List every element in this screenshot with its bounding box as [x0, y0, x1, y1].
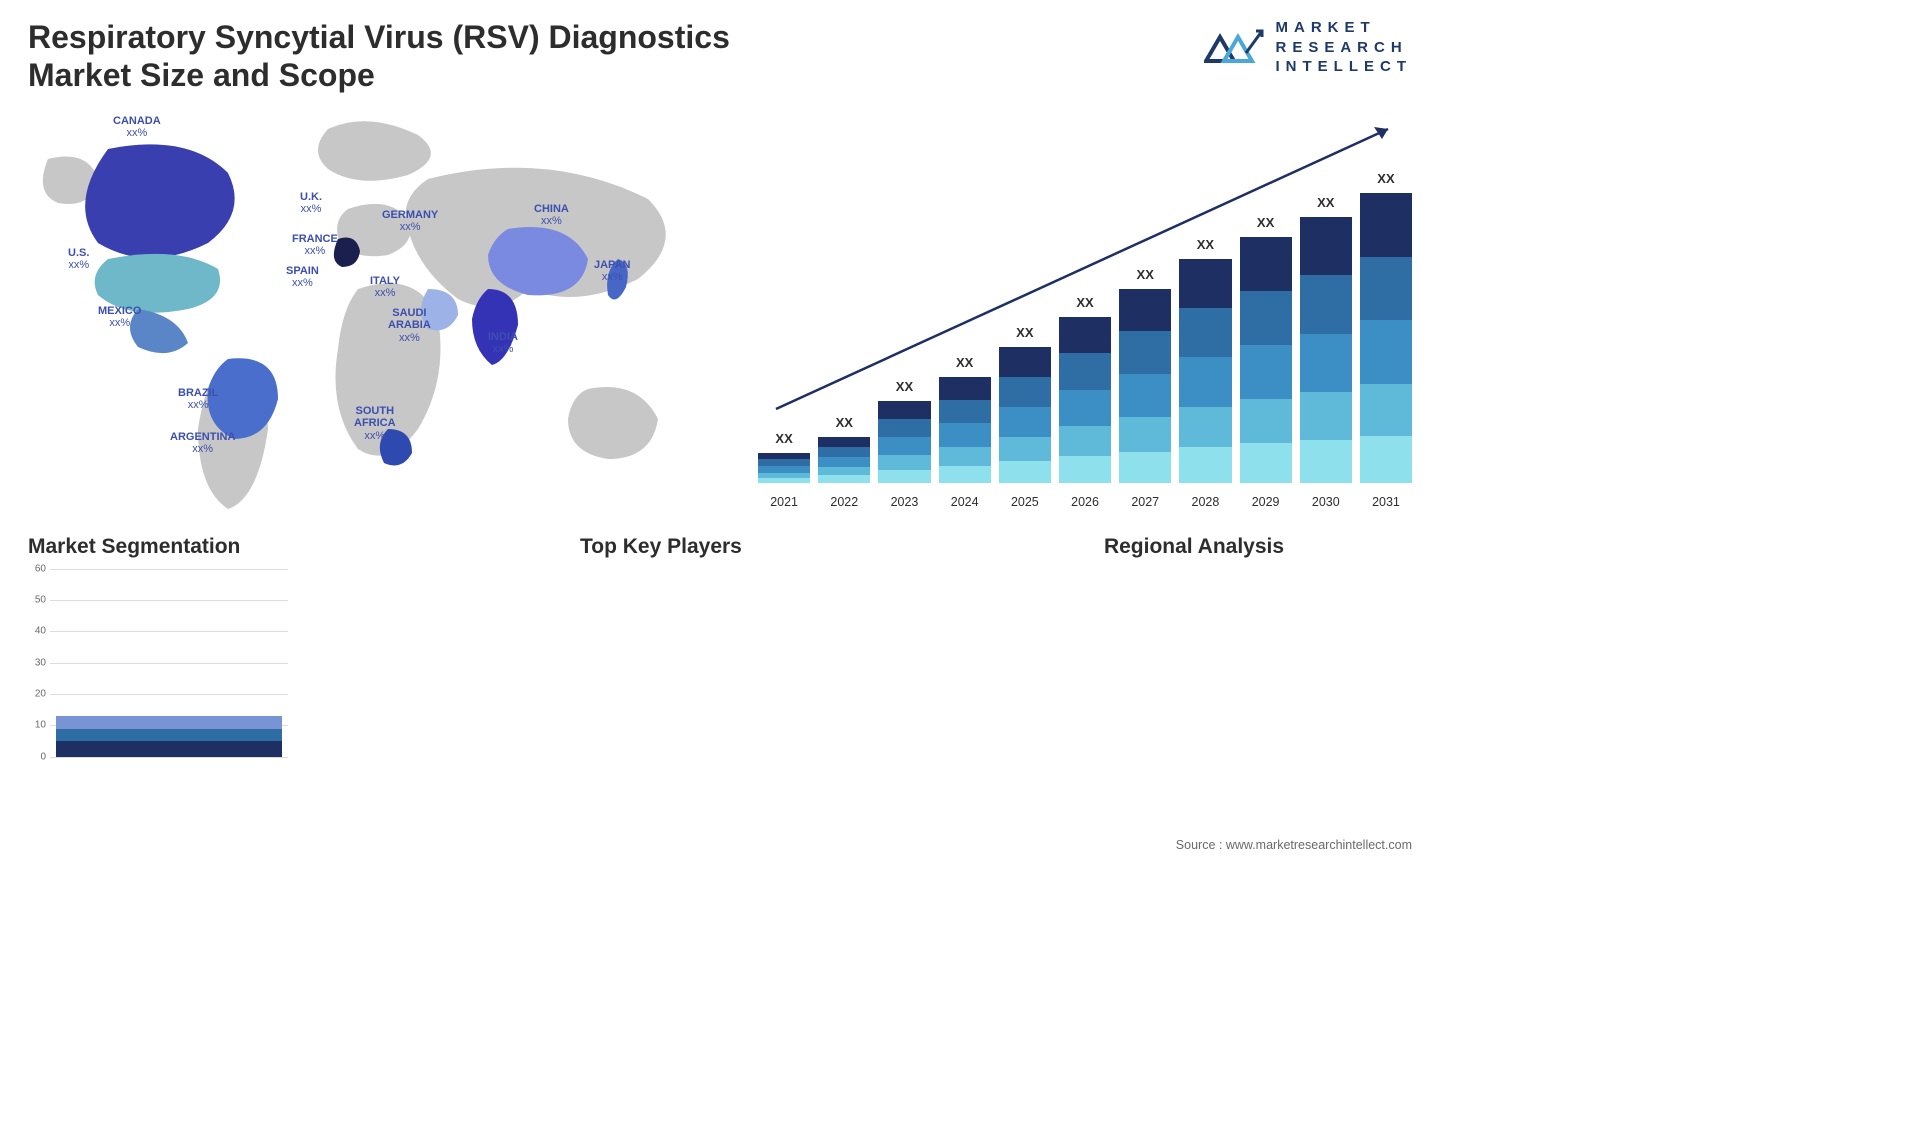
- growth-year-label: 2023: [878, 495, 930, 509]
- players-panel: Top Key Players: [442, 535, 962, 569]
- map-label-spain: SPAINxx%: [286, 265, 319, 290]
- map-label-canada: CANADAxx%: [113, 115, 161, 140]
- logo-text: MARKET RESEARCH INTELLECT: [1276, 18, 1413, 77]
- growth-year-label: 2021: [758, 495, 810, 509]
- map-label-south-africa: SOUTHAFRICAxx%: [354, 405, 396, 443]
- regional-title: Regional Analysis: [976, 535, 1412, 559]
- growth-year-label: 2022: [818, 495, 870, 509]
- regional-donut-chart: [976, 569, 1166, 759]
- segmentation-chart: 0102030405060: [28, 569, 288, 779]
- page-title: Respiratory Syncytial Virus (RSV) Diagno…: [28, 18, 788, 95]
- growth-year-label: 2024: [939, 495, 991, 509]
- growth-bar-2024: XX: [939, 377, 991, 483]
- growth-bar-2026: XX: [1059, 317, 1111, 483]
- growth-bar-2030: XX: [1300, 217, 1352, 483]
- header-row: Respiratory Syncytial Virus (RSV) Diagno…: [28, 18, 1412, 95]
- growth-bar-2023: XX: [878, 401, 930, 483]
- growth-year-label: 2025: [999, 495, 1051, 509]
- mid-row: CANADAxx% U.S.xx% MEXICOxx% BRAZILxx% ARGENT…: [28, 109, 1412, 509]
- growth-bar-2021: XX: [758, 453, 810, 483]
- map-label-u-s-: U.S.xx%: [68, 247, 89, 272]
- map-label-saudi-arabia: SAUDIARABIAxx%: [388, 307, 431, 345]
- map-label-germany: GERMANYxx%: [382, 209, 438, 234]
- map-label-u-k-: U.K.xx%: [300, 191, 322, 216]
- map-label-argentina: ARGENTINAxx%: [170, 431, 235, 456]
- growth-year-label: 2026: [1059, 495, 1111, 509]
- logo-icon: [1204, 23, 1266, 71]
- map-label-italy: ITALYxx%: [370, 275, 400, 300]
- growth-bar-2028: XX: [1179, 259, 1231, 483]
- map-label-china: CHINAxx%: [534, 203, 569, 228]
- growth-year-label: 2029: [1240, 495, 1292, 509]
- regional-panel: Regional Analysis: [976, 535, 1412, 759]
- growth-year-label: 2030: [1300, 495, 1352, 509]
- growth-bar-2029: XX: [1240, 237, 1292, 483]
- segmentation-title: Market Segmentation: [28, 535, 428, 559]
- brand-logo: MARKET RESEARCH INTELLECT: [1204, 18, 1413, 77]
- growth-year-label: 2027: [1119, 495, 1171, 509]
- map-label-japan: JAPANxx%: [594, 259, 630, 284]
- map-label-mexico: MEXICOxx%: [98, 305, 141, 330]
- map-label-brazil: BRAZILxx%: [178, 387, 218, 412]
- world-map: CANADAxx% U.S.xx% MEXICOxx% BRAZILxx% ARGENT…: [28, 109, 728, 509]
- segmentation-panel: Market Segmentation 0102030405060: [28, 535, 428, 779]
- source-attribution: Source : www.marketresearchintellect.com: [1176, 838, 1412, 852]
- map-label-india: INDIAxx%: [488, 331, 518, 356]
- players-title: Top Key Players: [580, 535, 962, 559]
- growth-bar-2025: XX: [999, 347, 1051, 483]
- growth-year-label: 2028: [1179, 495, 1231, 509]
- growth-bar-chart: XXXXXXXXXXXXXXXXXXXXXX 20212022202320242…: [758, 109, 1412, 509]
- growth-bar-2027: XX: [1119, 289, 1171, 483]
- growth-bar-2022: XX: [818, 437, 870, 483]
- growth-year-label: 2031: [1360, 495, 1412, 509]
- segmentation-bar-2021: [56, 716, 282, 757]
- bottom-row: Market Segmentation 0102030405060 Top Ke…: [28, 535, 1412, 779]
- growth-bar-2031: XX: [1360, 193, 1412, 483]
- map-label-france: FRANCExx%: [292, 233, 338, 258]
